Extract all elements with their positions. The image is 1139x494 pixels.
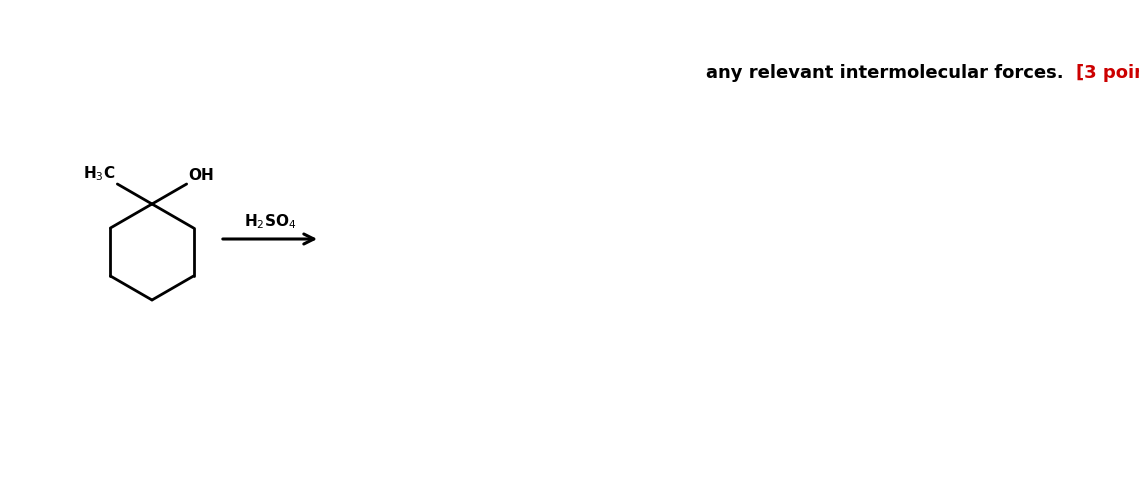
Text: H$_2$SO$_4$: H$_2$SO$_4$ <box>244 212 296 231</box>
Text: OH: OH <box>189 168 214 183</box>
Text: any relevant intermolecular forces.: any relevant intermolecular forces. <box>706 64 1076 82</box>
Text: [3 points]: [3 points] <box>1076 64 1139 82</box>
Text: H$_3$C: H$_3$C <box>83 165 115 183</box>
